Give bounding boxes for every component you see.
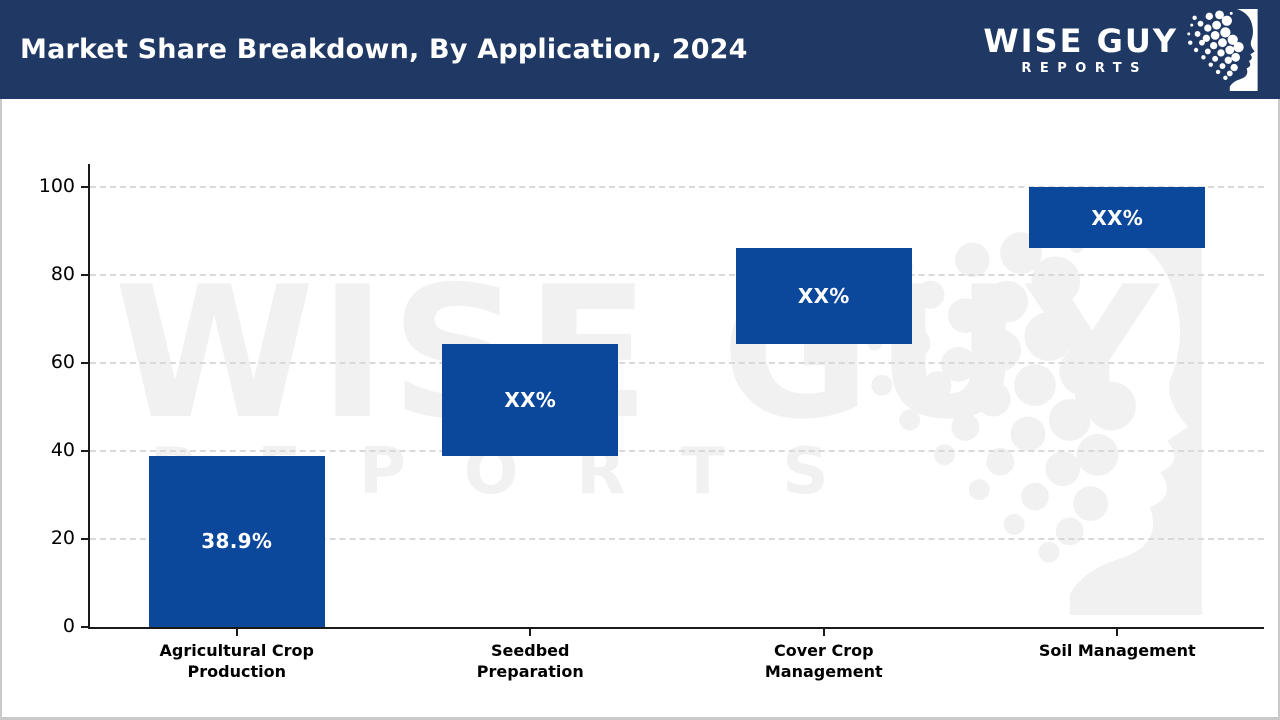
x-category-label-line: Management bbox=[764, 662, 883, 681]
x-category-label: Soil Management bbox=[972, 640, 1262, 661]
x-tick-mark bbox=[529, 629, 532, 636]
wiseguy-face-icon bbox=[1187, 8, 1258, 91]
bar-value-label: XX% bbox=[1091, 205, 1144, 230]
chart-canvas: WISE GUY REPORTS 0 20 40 60 80 100 38.9% Agricu… bbox=[0, 99, 1280, 720]
y-tick-label: 0 bbox=[62, 615, 75, 637]
y-tick-label: 60 bbox=[50, 351, 75, 373]
logo-wordmark: WISE GUY bbox=[983, 21, 1178, 60]
x-tick-mark bbox=[235, 629, 238, 636]
grid-line bbox=[90, 450, 1264, 452]
logo-text: WISE GUY REPORTS bbox=[983, 25, 1178, 75]
y-tick-mark bbox=[81, 362, 90, 364]
x-category-label: Seedbed Preparation bbox=[385, 640, 675, 682]
y-tick-mark bbox=[81, 186, 90, 188]
header: Market Share Breakdown, By Application, … bbox=[0, 0, 1280, 99]
bar-value-label: XX% bbox=[797, 284, 850, 309]
x-category-label: Agricultural Crop Production bbox=[92, 640, 382, 682]
y-tick-mark bbox=[81, 538, 90, 540]
y-tick-label: 100 bbox=[38, 175, 75, 197]
x-tick-mark bbox=[1116, 629, 1119, 636]
y-axis-line bbox=[88, 164, 90, 629]
y-tick-label: 40 bbox=[50, 439, 75, 461]
grid-line bbox=[90, 186, 1264, 188]
y-tick-label: 20 bbox=[50, 527, 75, 549]
x-category-label-line: Production bbox=[187, 662, 286, 681]
logo-subtitle: REPORTS bbox=[1021, 60, 1148, 76]
y-tick-mark bbox=[81, 450, 90, 452]
bar-value-label: XX% bbox=[504, 387, 557, 412]
x-category-label-line: Cover Crop bbox=[773, 641, 874, 660]
page-title: Market Share Breakdown, By Application, … bbox=[20, 34, 748, 65]
grid-line bbox=[90, 274, 1264, 276]
bar-segment: XX% bbox=[735, 248, 912, 345]
bar-segment: XX% bbox=[442, 344, 619, 456]
y-tick-mark bbox=[81, 274, 90, 276]
x-tick-mark bbox=[822, 629, 825, 636]
bar-value-label: 38.9% bbox=[201, 529, 273, 554]
x-category-label-line: Agricultural Crop bbox=[159, 641, 314, 660]
x-category-label: Cover Crop Management bbox=[679, 640, 969, 682]
x-category-label-line: Soil Management bbox=[1038, 641, 1196, 660]
x-axis-line bbox=[88, 627, 1264, 629]
wiseguy-logo: WISE GUY REPORTS bbox=[983, 8, 1258, 91]
bar-segment: 38.9% bbox=[148, 455, 325, 627]
x-category-label-line: Seedbed bbox=[491, 641, 570, 660]
bar-segment: XX% bbox=[1029, 187, 1206, 249]
grid-line bbox=[90, 362, 1264, 364]
y-tick-mark bbox=[81, 626, 90, 628]
y-tick-label: 80 bbox=[50, 263, 75, 285]
x-category-label-line: Preparation bbox=[476, 662, 584, 681]
grid-line bbox=[90, 538, 1264, 540]
